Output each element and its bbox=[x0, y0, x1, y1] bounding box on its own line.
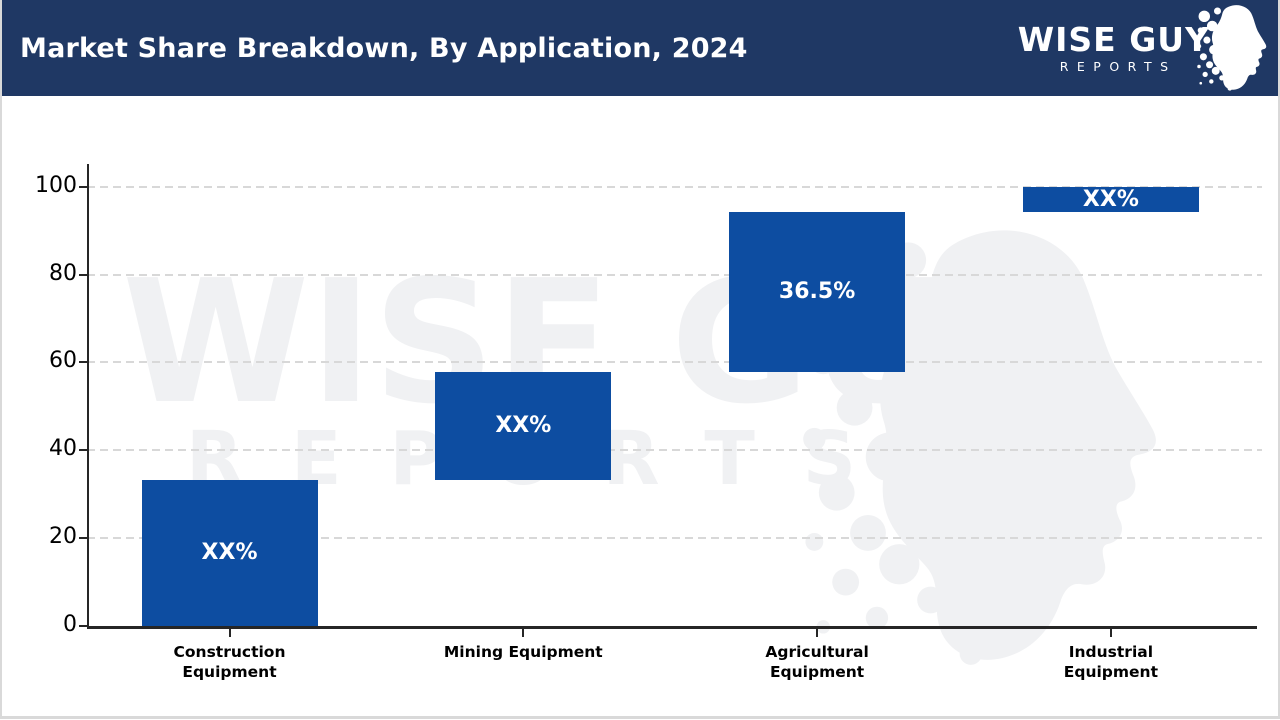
gridline-80 bbox=[87, 273, 1262, 276]
x-tick-2 bbox=[816, 629, 819, 637]
gridline-40 bbox=[87, 449, 1262, 452]
bar-industrial-equipment: XX% bbox=[1022, 186, 1199, 212]
header-bar: Market Share Breakdown, By Application, … bbox=[0, 0, 1280, 96]
x-axis-line bbox=[87, 626, 1257, 629]
y-axis-line bbox=[87, 163, 89, 628]
market-share-chart: 0 20 40 60 80 100 XX% Construction Equipment XX%… bbox=[0, 96, 1280, 720]
bar-mining-equipment: XX% bbox=[435, 372, 612, 480]
y-tick-0 bbox=[79, 625, 87, 627]
wise-guy-logo: WISE GUY REPORTS bbox=[1018, 0, 1270, 96]
y-tick-label-100: 100 bbox=[35, 172, 77, 198]
x-tick-3 bbox=[1109, 629, 1112, 637]
y-tick-label-20: 20 bbox=[49, 524, 77, 550]
bar-value-label: XX% bbox=[201, 540, 258, 566]
bar-value-label: 36.5% bbox=[778, 279, 856, 305]
y-tick-20 bbox=[79, 537, 87, 540]
gridline-60 bbox=[87, 361, 1262, 364]
y-tick-80 bbox=[79, 273, 87, 276]
bar-value-label: XX% bbox=[1082, 186, 1139, 212]
x-category-label-3: Industrial Equipment bbox=[1063, 643, 1158, 682]
bar-construction-equipment: XX% bbox=[141, 479, 318, 626]
gridline-100 bbox=[87, 185, 1262, 188]
x-category-label-2: Agricultural Equipment bbox=[765, 643, 869, 682]
bar-agricultural-equipment: 36.5% bbox=[729, 211, 906, 373]
bar-value-label: XX% bbox=[495, 413, 552, 439]
x-tick-1 bbox=[522, 629, 525, 637]
logo-text: WISE GUY REPORTS bbox=[1018, 23, 1210, 74]
y-tick-40 bbox=[79, 449, 87, 452]
y-tick-60 bbox=[79, 361, 87, 364]
x-tick-0 bbox=[228, 629, 231, 637]
logo-name: WISE GUY bbox=[1017, 19, 1210, 59]
y-tick-label-80: 80 bbox=[49, 260, 77, 286]
y-tick-label-0: 0 bbox=[63, 612, 77, 637]
y-tick-label-40: 40 bbox=[49, 436, 77, 462]
logo-tagline: REPORTS bbox=[1059, 58, 1177, 74]
y-tick-100 bbox=[79, 185, 87, 188]
page-title: Market Share Breakdown, By Application, … bbox=[20, 32, 748, 64]
x-category-label-1: Mining Equipment bbox=[443, 643, 603, 661]
y-tick-label-60: 60 bbox=[49, 348, 77, 374]
x-category-label-0: Construction Equipment bbox=[173, 643, 286, 682]
gridline-20 bbox=[87, 537, 1262, 540]
